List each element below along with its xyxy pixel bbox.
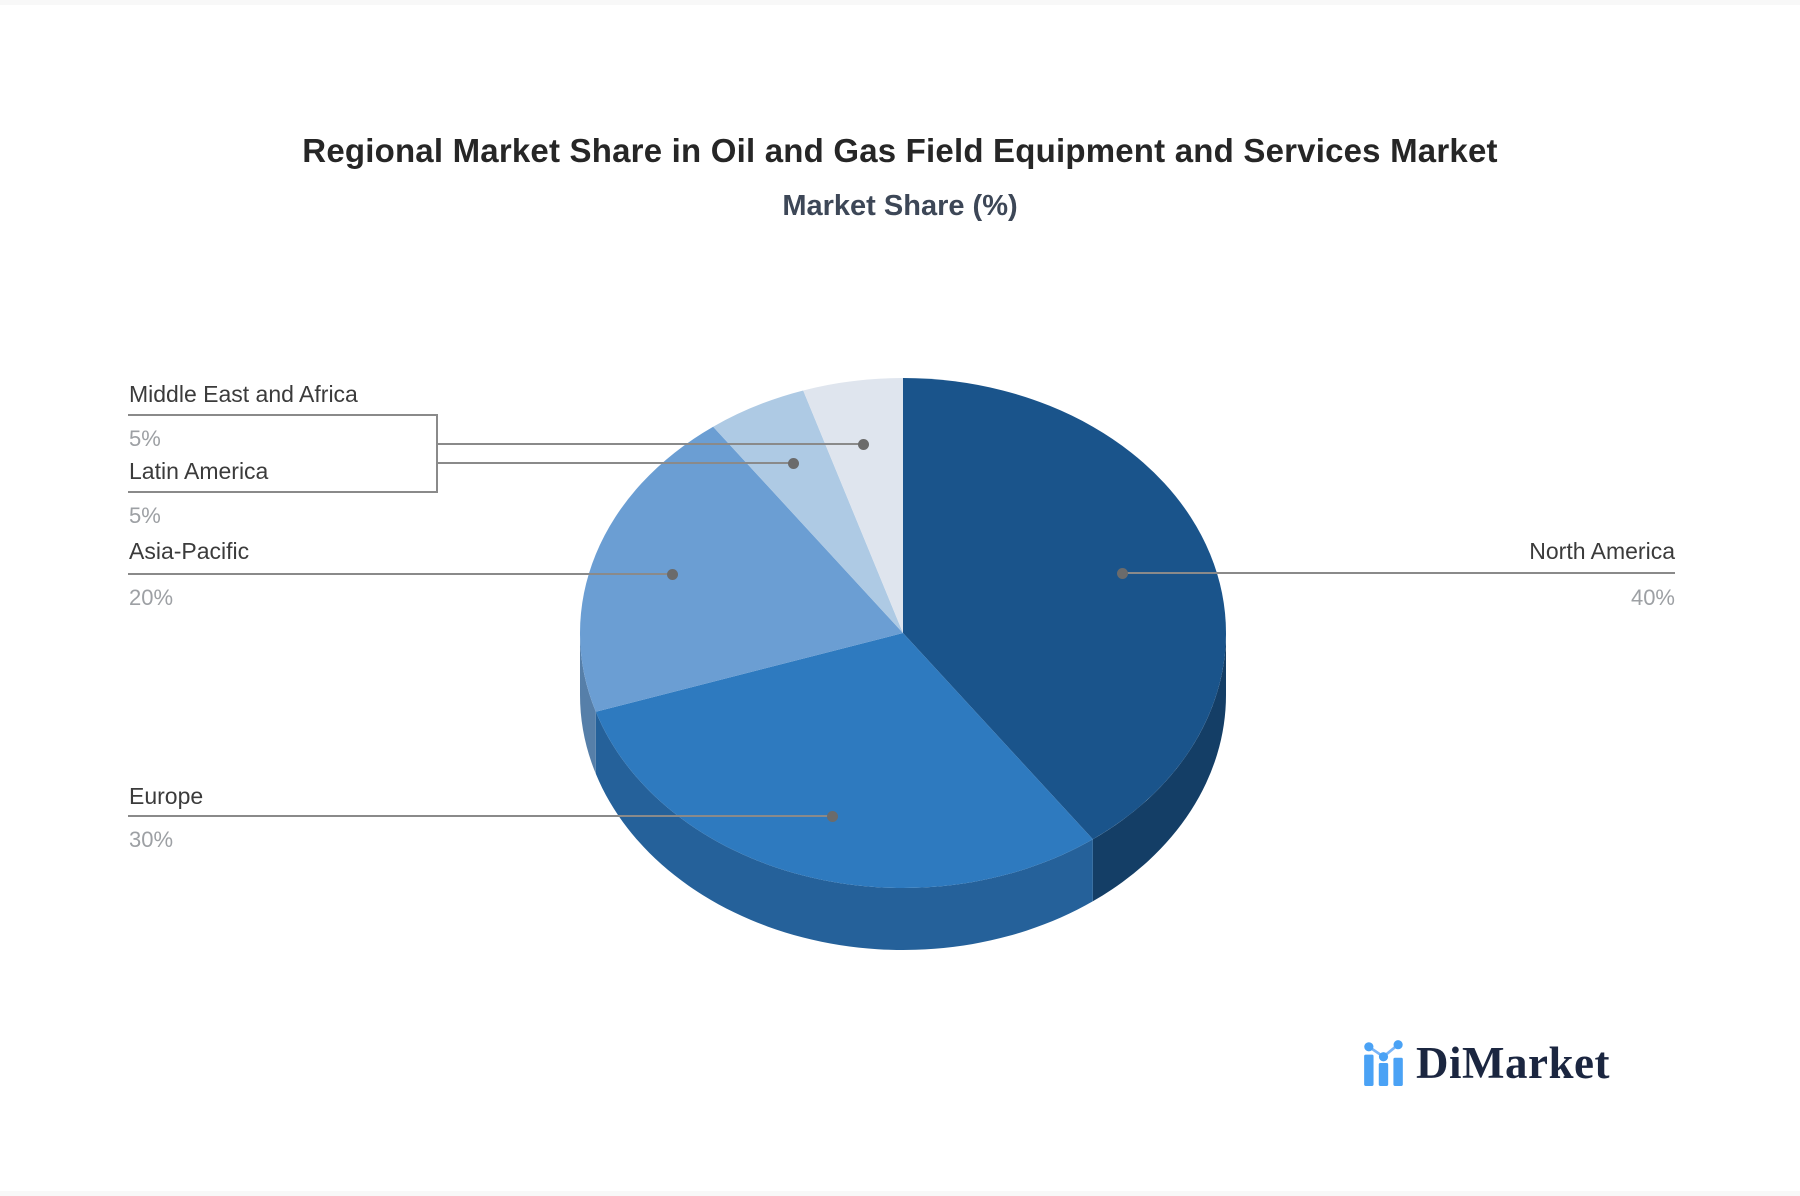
callout-label-north-america: North America: [1529, 538, 1675, 564]
leader-line-asia-pacific: [128, 573, 672, 575]
callout-label-latin-america: Latin America: [129, 458, 269, 484]
leader-dot-north-america: [1117, 568, 1128, 579]
callout-bracket-vertical: [436, 414, 438, 493]
callout-label-asia-pacific: Asia-Pacific: [129, 538, 250, 564]
leader-dot-asia-pacific: [667, 569, 678, 580]
callout-label-middle-east-and-africa: Middle East and Africa: [129, 381, 358, 407]
leader-line-north-america: [1122, 572, 1675, 574]
logo-text: DiMarket: [1416, 1038, 1610, 1088]
chart-subtitle: Market Share (%): [782, 190, 1018, 222]
bar-line-chart-icon: [1364, 1040, 1403, 1086]
leader-line-middle-east-and-africa: [436, 443, 863, 445]
leader-dot-latin-america: [788, 458, 799, 469]
callout-value-europe: 30%: [129, 827, 174, 852]
pie-side-north-america: [1092, 633, 1226, 902]
leader-line-latin-america: [436, 462, 793, 464]
dimarket-logo: DiMarket: [1362, 1040, 1610, 1086]
callout-underline-latin-america: [128, 491, 438, 493]
leader-dot-europe: [827, 811, 838, 822]
pie-slice-asia-pacific: [580, 426, 903, 712]
callout-value-north-america: 40%: [1630, 585, 1675, 610]
pie-side-asia-pacific: [580, 633, 596, 774]
callout-value-middle-east-and-africa: 5%: [129, 426, 161, 451]
pie-slice-europe: [595, 633, 1093, 888]
chart-title: Regional Market Share in Oil and Gas Fie…: [302, 132, 1498, 169]
callout-value-asia-pacific: 20%: [129, 585, 174, 610]
pie-side-europe: [595, 711, 1093, 950]
top-edge-strip: [0, 0, 1800, 5]
callout-label-europe: Europe: [129, 783, 204, 809]
callout-underline-middle-east-and-africa: [128, 414, 438, 416]
pie-slice-latin-america: [713, 390, 903, 633]
leader-dot-middle-east-and-africa: [858, 439, 869, 450]
bottom-edge-strip: [0, 1191, 1800, 1196]
callout-value-latin-america: 5%: [129, 503, 161, 528]
pie-slice-middle-east-and-africa: [803, 378, 903, 633]
pie-slice-north-america: [903, 378, 1227, 840]
leader-line-europe: [128, 815, 832, 817]
